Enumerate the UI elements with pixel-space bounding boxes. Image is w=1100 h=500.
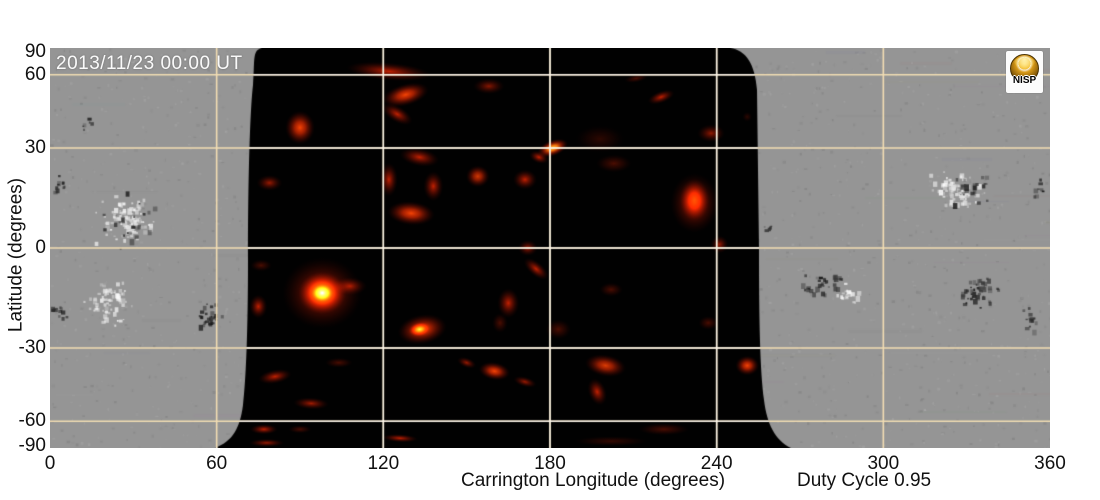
x-tick-label: 360 [1034,453,1066,474]
y-tick-label: 30 [24,137,46,158]
y-tick-label: -60 [18,410,46,432]
farside-map-canvas [50,48,1050,448]
x-tick-label: 180 [534,453,566,474]
y-tick-label: -30 [18,337,46,358]
x-tick-label: 60 [206,453,228,474]
x-tick-label: 240 [700,453,733,474]
x-tick-label: 0 [44,453,56,474]
y-tick-label: -90 [18,435,46,456]
x-tick-label: 120 [367,453,400,474]
x-tick-label: 300 [867,453,900,474]
timestamp-label: 2013/11/23 00:00 UT [56,53,243,74]
nisp-logo-sun-icon [1010,54,1039,83]
nisp-logo-text: NISP [1012,75,1037,86]
nisp-logo: NISP [1006,51,1043,93]
y-tick-label: 60 [24,63,46,85]
duty-cycle-label: Duty Cycle 0.95 [797,470,932,491]
y-tick-label: 0 [35,237,46,258]
y-tick-label: 90 [24,41,46,62]
x-axis-title: Carrington Longitude (degrees) [460,470,726,491]
